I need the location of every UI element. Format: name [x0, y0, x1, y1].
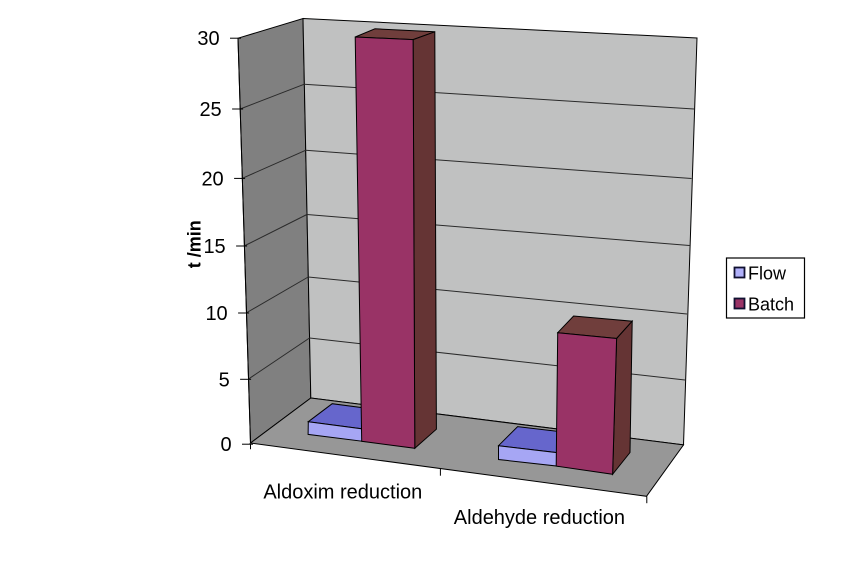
svg-text:Batch: Batch [748, 295, 794, 315]
svg-text:20: 20 [201, 168, 223, 190]
svg-text:25: 25 [199, 99, 221, 121]
svg-text:30: 30 [197, 28, 219, 50]
svg-text:Flow: Flow [748, 264, 787, 284]
svg-text:t /min: t /min [185, 220, 205, 268]
svg-text:Aldoxim reduction: Aldoxim reduction [263, 482, 422, 504]
svg-text:15: 15 [203, 236, 225, 258]
svg-text:0: 0 [220, 434, 231, 456]
svg-text:5: 5 [219, 369, 230, 391]
svg-text:10: 10 [205, 303, 227, 325]
svg-text:Aldehyde reduction: Aldehyde reduction [454, 507, 625, 529]
